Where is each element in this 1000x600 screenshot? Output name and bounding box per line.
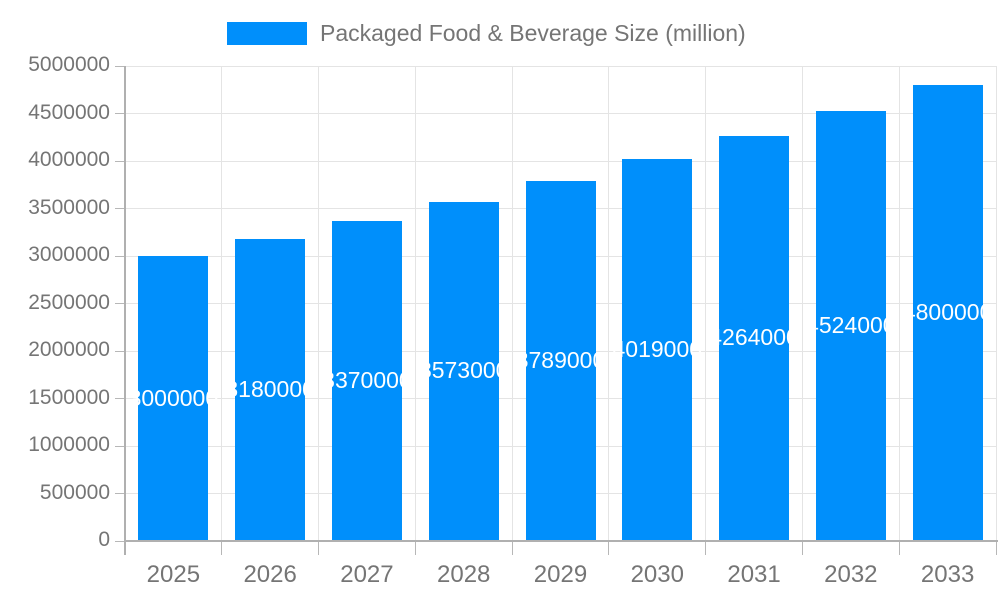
y-axis-tick (115, 445, 125, 447)
gridline-vertical (221, 66, 223, 541)
y-axis-tick (115, 540, 125, 542)
x-axis-label: 2026 (243, 561, 297, 588)
y-axis-tick (115, 350, 125, 352)
x-axis-label: 2025 (146, 561, 201, 588)
x-axis-tick (414, 541, 416, 555)
y-axis-label: 2500000 (28, 290, 110, 314)
bar-2029[interactable] (525, 181, 596, 541)
legend-swatch (227, 22, 307, 45)
y-axis-label: 5000000 (28, 53, 110, 76)
x-axis-label: 2029 (533, 561, 588, 588)
bar-2025[interactable] (138, 256, 209, 541)
y-axis-label: 500000 (39, 480, 110, 504)
gridline-vertical (705, 66, 707, 541)
y-axis-tick (115, 65, 125, 67)
y-axis-label: 2000000 (28, 338, 110, 361)
y-axis-tick (115, 303, 125, 304)
y-axis-line (124, 66, 126, 555)
gridline-vertical (608, 66, 610, 541)
y-axis-label: 1500000 (28, 385, 110, 409)
x-axis-tick (995, 541, 997, 555)
x-axis-label: 2030 (630, 561, 684, 588)
y-axis-label: 4000000 (28, 148, 110, 171)
gridline-horizontal (125, 113, 996, 114)
gridline-vertical (511, 66, 513, 541)
x-axis-tick (705, 541, 707, 555)
y-axis-label: 1000000 (28, 433, 110, 456)
bar-2031[interactable] (719, 135, 790, 541)
bar-2027[interactable] (331, 220, 402, 541)
x-axis-label: 2032 (824, 561, 878, 588)
x-axis-tick (608, 541, 610, 555)
gridline-vertical (995, 66, 997, 541)
gridline-vertical (414, 66, 416, 541)
y-axis-tick (115, 208, 125, 209)
y-axis-tick (115, 493, 125, 494)
gridline-horizontal (125, 160, 996, 162)
x-axis-label: 2033 (920, 561, 975, 588)
x-axis-tick (801, 541, 803, 555)
gridline-vertical (801, 66, 803, 541)
bar-2030[interactable] (622, 159, 693, 541)
bar-2032[interactable] (815, 111, 886, 541)
x-axis-label: 2031 (727, 561, 781, 588)
x-axis-tick (318, 541, 320, 555)
legend-item[interactable]: Packaged Food & Beverage Size (million) (227, 20, 746, 47)
legend-label: Packaged Food & Beverage Size (million) (320, 20, 746, 46)
y-axis-tick (115, 398, 125, 399)
bar-2026[interactable] (235, 238, 306, 541)
x-axis-tick (511, 541, 513, 555)
bar-2028[interactable] (428, 201, 499, 541)
x-axis-tick (898, 541, 900, 555)
y-axis-tick (115, 113, 125, 114)
y-axis-label: 3500000 (28, 195, 110, 219)
x-axis-line (125, 540, 998, 542)
gridline-horizontal (125, 65, 996, 67)
x-axis-label: 2028 (437, 561, 491, 588)
x-axis-tick (221, 541, 223, 555)
y-axis-tick (115, 160, 125, 162)
y-axis-label: 0 (98, 528, 110, 551)
gridline-vertical (318, 66, 320, 541)
y-axis-label: 4500000 (28, 100, 110, 124)
y-axis-label: 3000000 (28, 243, 110, 266)
gridline-vertical (898, 66, 900, 541)
y-axis-tick (115, 255, 125, 257)
bar-2033[interactable] (912, 85, 983, 541)
x-axis-label: 2027 (340, 561, 394, 588)
